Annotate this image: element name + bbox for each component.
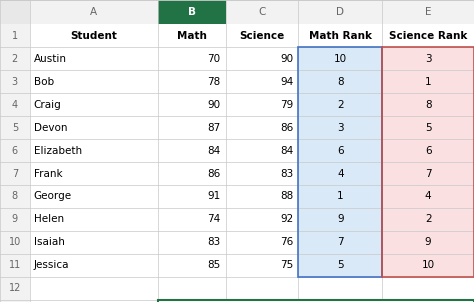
Text: 84: 84: [207, 146, 220, 156]
Text: 2: 2: [12, 54, 18, 64]
Text: 8: 8: [337, 77, 344, 87]
Text: 12: 12: [9, 283, 21, 293]
Text: 8: 8: [12, 191, 18, 201]
Text: 7: 7: [425, 169, 431, 178]
Text: 78: 78: [207, 77, 220, 87]
Text: 2: 2: [337, 100, 344, 110]
Text: Jessica: Jessica: [34, 260, 69, 270]
Text: Austin: Austin: [34, 54, 67, 64]
Text: 75: 75: [280, 260, 293, 270]
Text: 86: 86: [207, 169, 220, 178]
Text: 8: 8: [425, 100, 431, 110]
Text: Bob: Bob: [34, 77, 54, 87]
Text: 6: 6: [337, 146, 344, 156]
Text: 5: 5: [337, 260, 344, 270]
Text: 5: 5: [425, 123, 431, 133]
Text: Craig: Craig: [34, 100, 62, 110]
Text: C: C: [258, 7, 265, 17]
Text: Helen: Helen: [34, 214, 64, 224]
Text: 4: 4: [425, 191, 431, 201]
Text: 3: 3: [337, 123, 344, 133]
Text: 74: 74: [207, 214, 220, 224]
Text: Student: Student: [71, 31, 117, 41]
Text: 4: 4: [12, 100, 18, 110]
Text: 88: 88: [280, 191, 293, 201]
Text: Frank: Frank: [34, 169, 63, 178]
Text: Math: Math: [177, 31, 207, 41]
Text: 4: 4: [337, 169, 344, 178]
Bar: [299, 47, 382, 277]
Text: 84: 84: [280, 146, 293, 156]
Text: 3: 3: [12, 77, 18, 87]
Text: 7: 7: [337, 237, 344, 247]
Text: 86: 86: [280, 123, 293, 133]
Text: Math Rank: Math Rank: [309, 31, 372, 41]
Text: B: B: [188, 7, 196, 17]
Text: E: E: [425, 7, 431, 17]
Text: Isaiah: Isaiah: [34, 237, 64, 247]
Text: Elizabeth: Elizabeth: [34, 146, 82, 156]
Text: 7: 7: [12, 169, 18, 178]
Text: A: A: [90, 7, 98, 17]
Text: 10: 10: [421, 260, 435, 270]
Text: 10: 10: [9, 237, 21, 247]
Text: 9: 9: [425, 237, 431, 247]
Text: 6: 6: [12, 146, 18, 156]
Bar: [158, 300, 474, 302]
Text: D: D: [337, 7, 344, 17]
Text: 94: 94: [280, 77, 293, 87]
Text: 9: 9: [12, 214, 18, 224]
Text: 90: 90: [208, 100, 220, 110]
Text: 90: 90: [280, 54, 293, 64]
Bar: [299, 47, 382, 277]
Text: 1: 1: [337, 191, 344, 201]
Bar: [0, 0, 30, 24]
Bar: [382, 47, 474, 277]
Text: 83: 83: [280, 169, 293, 178]
Text: 2: 2: [425, 214, 431, 224]
Text: 10: 10: [334, 54, 347, 64]
Text: 76: 76: [280, 237, 293, 247]
Text: 5: 5: [12, 123, 18, 133]
Text: Science Rank: Science Rank: [389, 31, 467, 41]
Text: 85: 85: [207, 260, 220, 270]
Text: 79: 79: [280, 100, 293, 110]
Text: 6: 6: [425, 146, 431, 156]
Text: 91: 91: [207, 191, 220, 201]
Text: Devon: Devon: [34, 123, 67, 133]
Text: 1: 1: [425, 77, 431, 87]
Text: 92: 92: [280, 214, 293, 224]
Text: 1: 1: [12, 31, 18, 41]
Text: 9: 9: [337, 214, 344, 224]
Bar: [0, 0, 30, 302]
Text: George: George: [34, 191, 72, 201]
Text: Science: Science: [239, 31, 284, 41]
Text: 87: 87: [207, 123, 220, 133]
Text: 3: 3: [425, 54, 431, 64]
Bar: [30, 0, 474, 24]
Text: 11: 11: [9, 260, 21, 270]
Text: 83: 83: [207, 237, 220, 247]
Bar: [382, 47, 474, 277]
Bar: [158, 0, 226, 24]
Text: 70: 70: [208, 54, 220, 64]
